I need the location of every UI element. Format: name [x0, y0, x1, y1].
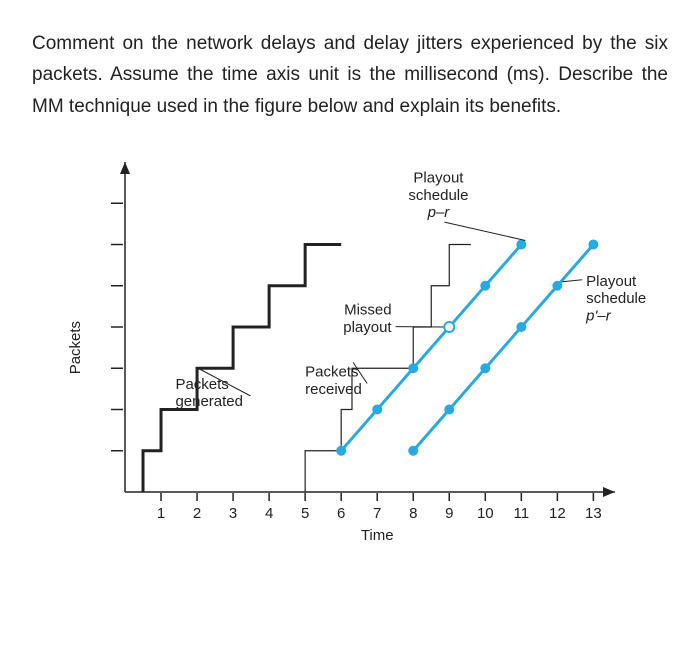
svg-text:12: 12 [549, 505, 566, 522]
y-axis-label: Packets [67, 321, 84, 374]
svg-text:7: 7 [373, 505, 381, 522]
missed-playout-label: Missedplayout [343, 302, 392, 336]
svg-text:5: 5 [301, 505, 309, 522]
packets-generated-label: Packetsgenerated [175, 376, 243, 410]
svg-text:11: 11 [514, 505, 530, 522]
svg-text:Playoutschedule: Playoutschedule [408, 170, 468, 204]
svg-text:8: 8 [409, 505, 417, 522]
svg-text:Playoutschedule: Playoutschedule [586, 273, 646, 307]
playout-line-2 [413, 245, 593, 451]
playout2-math-label: p'–r [585, 307, 612, 324]
playout1-math-label: p–r [427, 204, 451, 221]
svg-text:13: 13 [585, 505, 602, 522]
missed-playout-dot [444, 322, 454, 332]
svg-text:Time: Time [361, 527, 394, 544]
svg-text:1: 1 [157, 505, 165, 522]
question-text: Comment on the network delays and delay … [32, 28, 668, 122]
svg-text:4: 4 [265, 505, 273, 522]
svg-text:9: 9 [445, 505, 453, 522]
svg-text:3: 3 [229, 505, 237, 522]
svg-text:2: 2 [193, 505, 201, 522]
svg-text:6: 6 [337, 505, 345, 522]
playout-line-1 [341, 245, 521, 451]
svg-text:10: 10 [477, 505, 494, 522]
packets-received-label: Packetsreceived [305, 364, 362, 398]
playout-chart: 12345678910111213TimePacketsPacketsgener… [50, 142, 650, 562]
chart-svg: 12345678910111213TimePacketsPacketsgener… [50, 142, 650, 562]
